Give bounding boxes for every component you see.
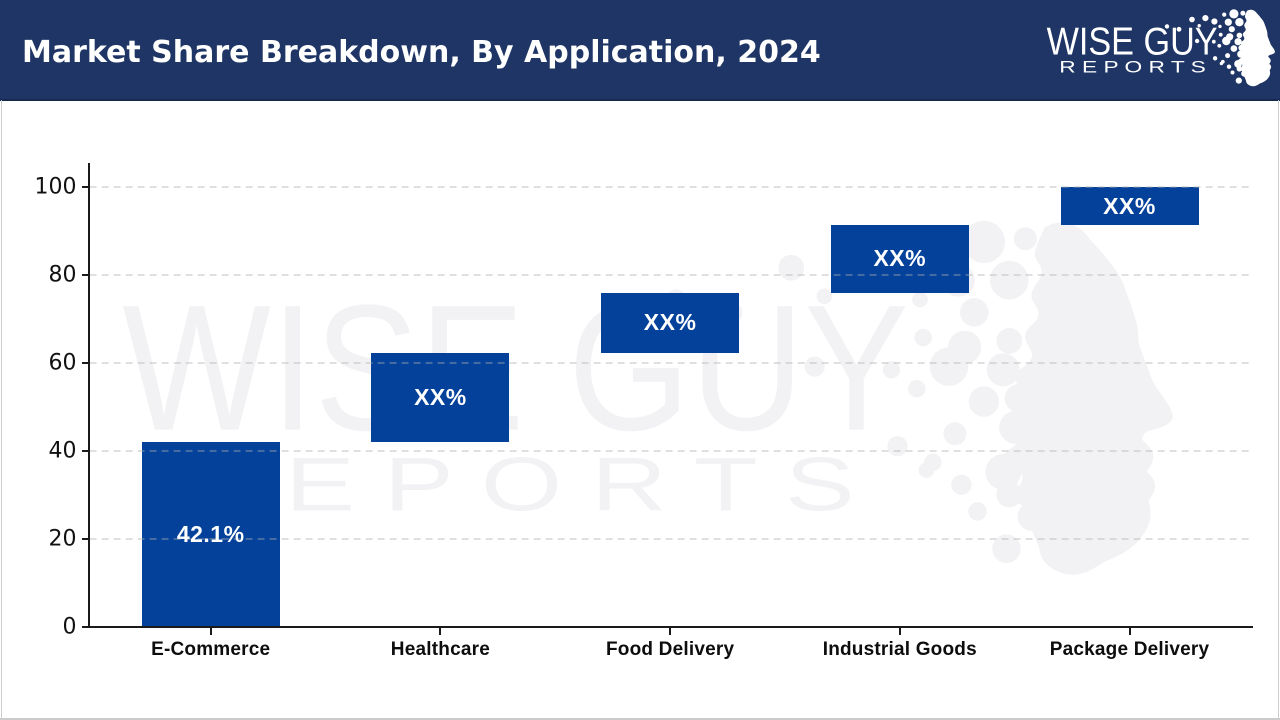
header-logo-head-icon xyxy=(1238,9,1275,87)
x-tick xyxy=(209,627,212,635)
wiseguy-logo: WISE GUY R E P O R T S xyxy=(1030,0,1280,100)
y-tick xyxy=(81,274,88,276)
x-tick-label-industrial-goods: Industrial Goods xyxy=(822,638,977,660)
x-tick-label-food-delivery: Food Delivery xyxy=(605,638,735,660)
bar-package-delivery xyxy=(1060,187,1199,226)
x-tick xyxy=(1128,627,1131,635)
chart-area: 0 20 40 60 80 100 E-Commerce Healthcare Food Del… xyxy=(0,101,1280,720)
y-tick-label: 0 xyxy=(62,614,77,640)
x-tick xyxy=(439,627,442,635)
chart-title: Market Share Breakdown, By Application, … xyxy=(22,35,821,70)
x-tick xyxy=(898,627,901,635)
x-tick-label-package-delivery: Package Delivery xyxy=(1049,638,1210,660)
y-tick-label: 40 xyxy=(48,438,77,464)
y-tick xyxy=(81,450,88,452)
x-tick-label-e-commerce: E-Commerce xyxy=(151,638,271,660)
x-axis-spine xyxy=(87,625,1254,628)
y-tick-label: 60 xyxy=(48,350,77,376)
y-tick-label: 80 xyxy=(48,262,77,288)
bar-healthcare xyxy=(371,353,510,442)
y-tick-label: 20 xyxy=(48,526,77,552)
y-tick xyxy=(81,626,88,628)
y-tick xyxy=(81,362,88,364)
bar-industrial-goods xyxy=(830,225,969,293)
y-tick xyxy=(81,538,88,540)
header-bottom-edge xyxy=(0,99,1280,101)
y-tick-label: 100 xyxy=(34,174,77,200)
bar-e-commerce xyxy=(141,441,280,627)
y-tick xyxy=(81,186,88,188)
header-logo-subtitle: R E P O R T S xyxy=(1059,58,1206,76)
bar-food-delivery xyxy=(601,292,740,354)
y-axis-spine xyxy=(87,163,90,628)
header-bar: Market Share Breakdown, By Application, … xyxy=(0,0,1280,99)
x-tick xyxy=(669,627,672,635)
header-logo-wordmark: WISE GUY xyxy=(1047,21,1218,64)
x-tick-label-healthcare: Healthcare xyxy=(390,638,490,660)
